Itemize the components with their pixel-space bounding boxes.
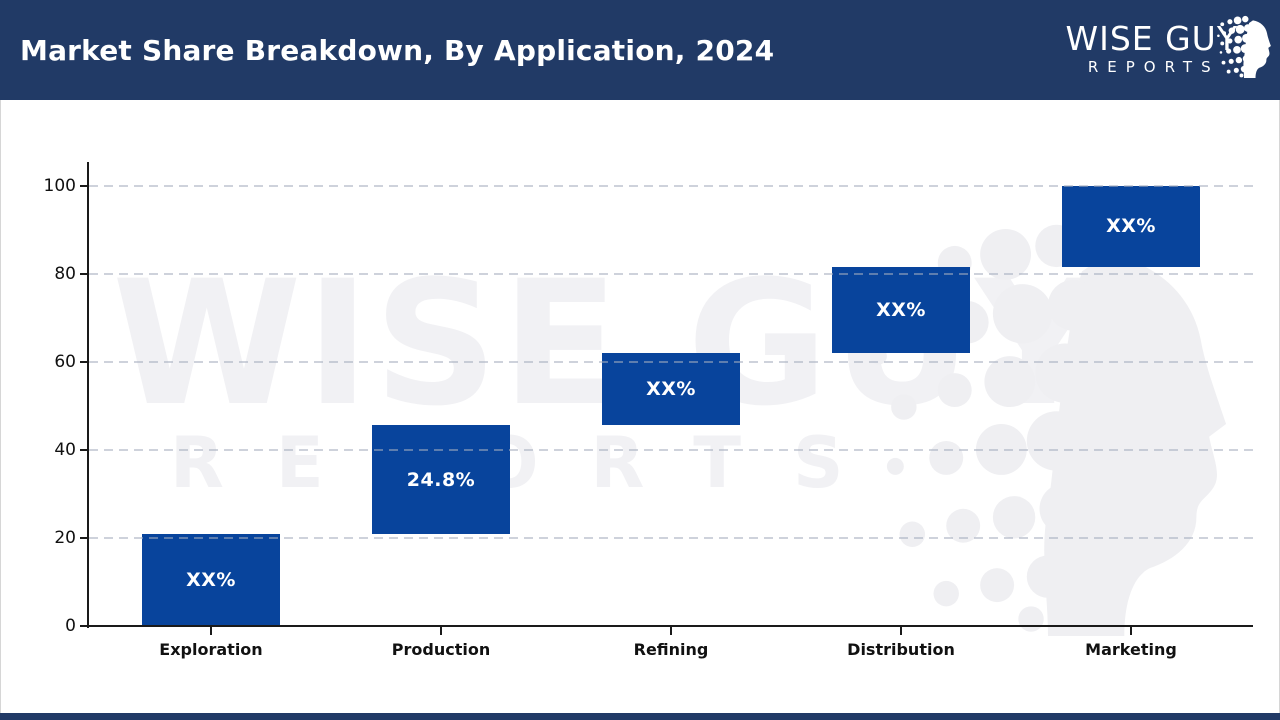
bar-distribution: XX% <box>832 266 970 353</box>
bar-marketing: XX% <box>1062 186 1200 267</box>
page-title: Market Share Breakdown, By Application, … <box>20 33 775 67</box>
brand-subname: REPORTS <box>1087 57 1220 76</box>
x-tick-mark-1 <box>440 627 442 635</box>
x-tick-mark-4 <box>1130 627 1132 635</box>
bar-value-label: XX% <box>186 569 236 592</box>
y-tick-mark-0 <box>80 625 87 627</box>
bar-exploration: XX% <box>142 534 280 626</box>
y-tick-label-60: 60 <box>54 352 76 372</box>
category-label-marketing: Marketing <box>1085 640 1177 659</box>
brand-logo-text: WISE GUY REPORTS <box>1065 19 1238 76</box>
footer-bar <box>0 713 1280 720</box>
x-tick-mark-3 <box>900 627 902 635</box>
bar-value-label: XX% <box>646 378 696 401</box>
y-tick-label-0: 0 <box>65 616 76 636</box>
y-tick-mark-80 <box>80 273 87 275</box>
x-tick-mark-2 <box>670 627 672 635</box>
y-tick-mark-100 <box>80 185 87 187</box>
x-tick-mark-0 <box>210 627 212 635</box>
header-bar: Market Share Breakdown, By Application, … <box>0 0 1280 100</box>
y-tick-mark-40 <box>80 449 87 451</box>
chart-area: XX% 24.8% XX% XX% XX% 0 20 40 60 80 100 Explorati… <box>0 100 1280 713</box>
category-label-refining: Refining <box>633 640 709 659</box>
brand-logo: WISE GUY REPORTS <box>1065 6 1276 86</box>
y-tick-label-100: 100 <box>43 176 76 196</box>
wise-guy-head-icon <box>1212 6 1276 86</box>
y-tick-label-40: 40 <box>54 440 76 460</box>
category-label-exploration: Exploration <box>159 640 263 659</box>
y-axis-line <box>87 162 89 628</box>
y-tick-label-80: 80 <box>54 264 76 284</box>
y-tick-mark-60 <box>80 361 87 363</box>
brand-name: WISE GUY <box>1065 19 1238 58</box>
watermark-text-secondary: REPORTS <box>170 422 896 504</box>
bar-value-label: XX% <box>876 298 926 321</box>
category-label-distribution: Distribution <box>847 640 955 659</box>
bar-value-label: 24.8% <box>406 468 476 491</box>
bar-production: 24.8% <box>372 425 510 535</box>
bar-value-label: XX% <box>1106 215 1156 238</box>
y-tick-label-20: 20 <box>54 528 76 548</box>
y-tick-mark-20 <box>80 537 87 539</box>
x-axis-line <box>87 625 1253 627</box>
bar-refining: XX% <box>602 352 740 426</box>
category-label-production: Production <box>391 640 491 659</box>
